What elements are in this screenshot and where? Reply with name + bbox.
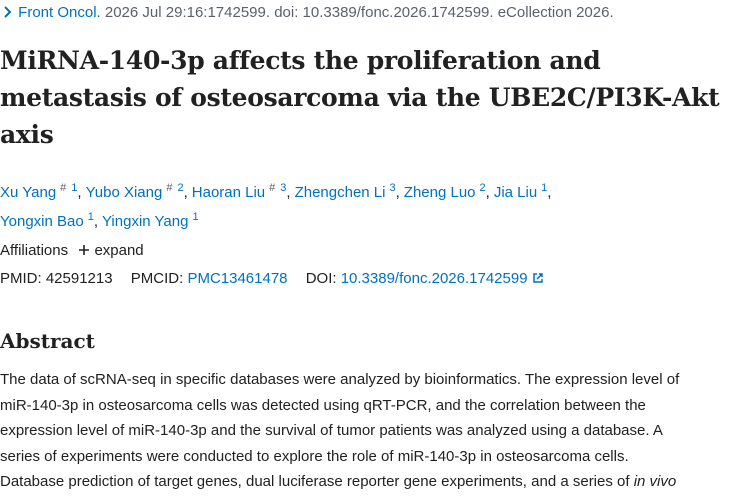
abstract-line: Database prediction of target genes, dua…: [0, 473, 676, 490]
abstract-heading: Abstract: [0, 329, 95, 353]
author-name[interactable]: Zheng Luo: [403, 184, 476, 201]
author: Jia Liu 1: [493, 182, 556, 201]
author-list: Xu Yang#1Yubo Xiang#2Haoran Liu#3Zhengch…: [0, 176, 650, 234]
author: Yubo Xiang #2: [85, 182, 192, 201]
author-name[interactable]: Yongxin Bao: [0, 213, 84, 230]
abstract-line: expression level of miR-140-3p and the s…: [0, 422, 663, 439]
author: Zhengchen Li 3: [294, 182, 404, 201]
title-line: metastasis of osteosarcoma via the UBE2C…: [0, 83, 720, 112]
abstract-line: miR-140-3p in osteosarcoma cells was det…: [0, 396, 646, 414]
plus-icon[interactable]: [78, 244, 90, 256]
equal-contribution-mark: #: [60, 182, 67, 194]
author-affiliations: 1: [541, 182, 547, 194]
title-line: axis: [0, 120, 54, 149]
author: Zheng Luo 2: [403, 182, 494, 201]
abstract-text: Database prediction of target genes, dua…: [0, 473, 630, 490]
doi-link[interactable]: 10.3389/fonc.2026.1742599: [340, 270, 528, 287]
abstract-line: The data of scRNA-seq in specific databa…: [0, 371, 680, 388]
affiliation-number[interactable]: 1: [87, 211, 94, 223]
affiliations-label: Affiliations: [0, 242, 69, 259]
pmid: 42591213: [45, 270, 113, 287]
author-name[interactable]: Jia Liu: [493, 184, 538, 201]
affiliation-number[interactable]: 2: [177, 182, 184, 194]
abstract-line: series of experiments were conducted to …: [0, 447, 629, 465]
pmid-label: PMID:: [0, 270, 42, 287]
journal-link[interactable]: Front Oncol.: [18, 4, 101, 21]
citation-details: 2026 Jul 29:16:1742599. doi: 10.3389/fon…: [104, 4, 614, 21]
affiliations: Affiliations expand: [0, 242, 144, 259]
author: Haoran Liu #3: [191, 182, 295, 201]
author-name[interactable]: Zhengchen Li: [294, 184, 386, 201]
author-name[interactable]: Yubo Xiang: [85, 184, 163, 201]
chevron-icon: [4, 6, 12, 18]
expand-toggle[interactable]: expand: [94, 242, 144, 259]
affiliation-number[interactable]: 1: [192, 211, 199, 223]
doi-label: DOI:: [305, 270, 337, 287]
affiliation-number[interactable]: 3: [280, 182, 287, 194]
external-link-icon[interactable]: [532, 272, 544, 284]
author-name[interactable]: Xu Yang: [0, 184, 57, 201]
author: Yongxin Bao 1: [0, 211, 102, 230]
author-affiliations: #1: [60, 182, 77, 194]
author-affiliations: #3: [269, 182, 286, 194]
pmcid-link[interactable]: PMC13461478: [187, 270, 288, 287]
author-name[interactable]: Yingxin Yang: [101, 213, 189, 230]
equal-contribution-mark: #: [166, 182, 173, 194]
author-affiliations: 2: [480, 182, 486, 194]
author-affiliations: 1: [88, 211, 94, 223]
author-affiliations: 3: [389, 182, 395, 194]
affiliation-number[interactable]: 2: [479, 182, 486, 194]
author: Yingxin Yang 1: [101, 211, 199, 230]
abstract-italic: in vivo: [633, 473, 677, 490]
author-name[interactable]: Haoran Liu: [191, 184, 266, 201]
affiliation-number[interactable]: 3: [389, 182, 396, 194]
affiliation-number[interactable]: 1: [71, 182, 78, 194]
pmcid-label: PMCID:: [130, 270, 184, 287]
author-affiliations: 1: [192, 211, 198, 223]
citation: Front Oncol. 2026 Jul 29:16:1742599. doi…: [2, 4, 614, 21]
equal-contribution-mark: #: [269, 182, 276, 194]
author-affiliations: #2: [166, 182, 183, 194]
identifiers: PMID: 42591213 PMCID: PMC13461478 DOI: 1…: [0, 270, 544, 287]
affiliation-number[interactable]: 1: [541, 182, 548, 194]
author: Xu Yang #1: [0, 182, 86, 201]
title-line: MiRNA-140-3p affects the proliferation a…: [0, 46, 601, 75]
